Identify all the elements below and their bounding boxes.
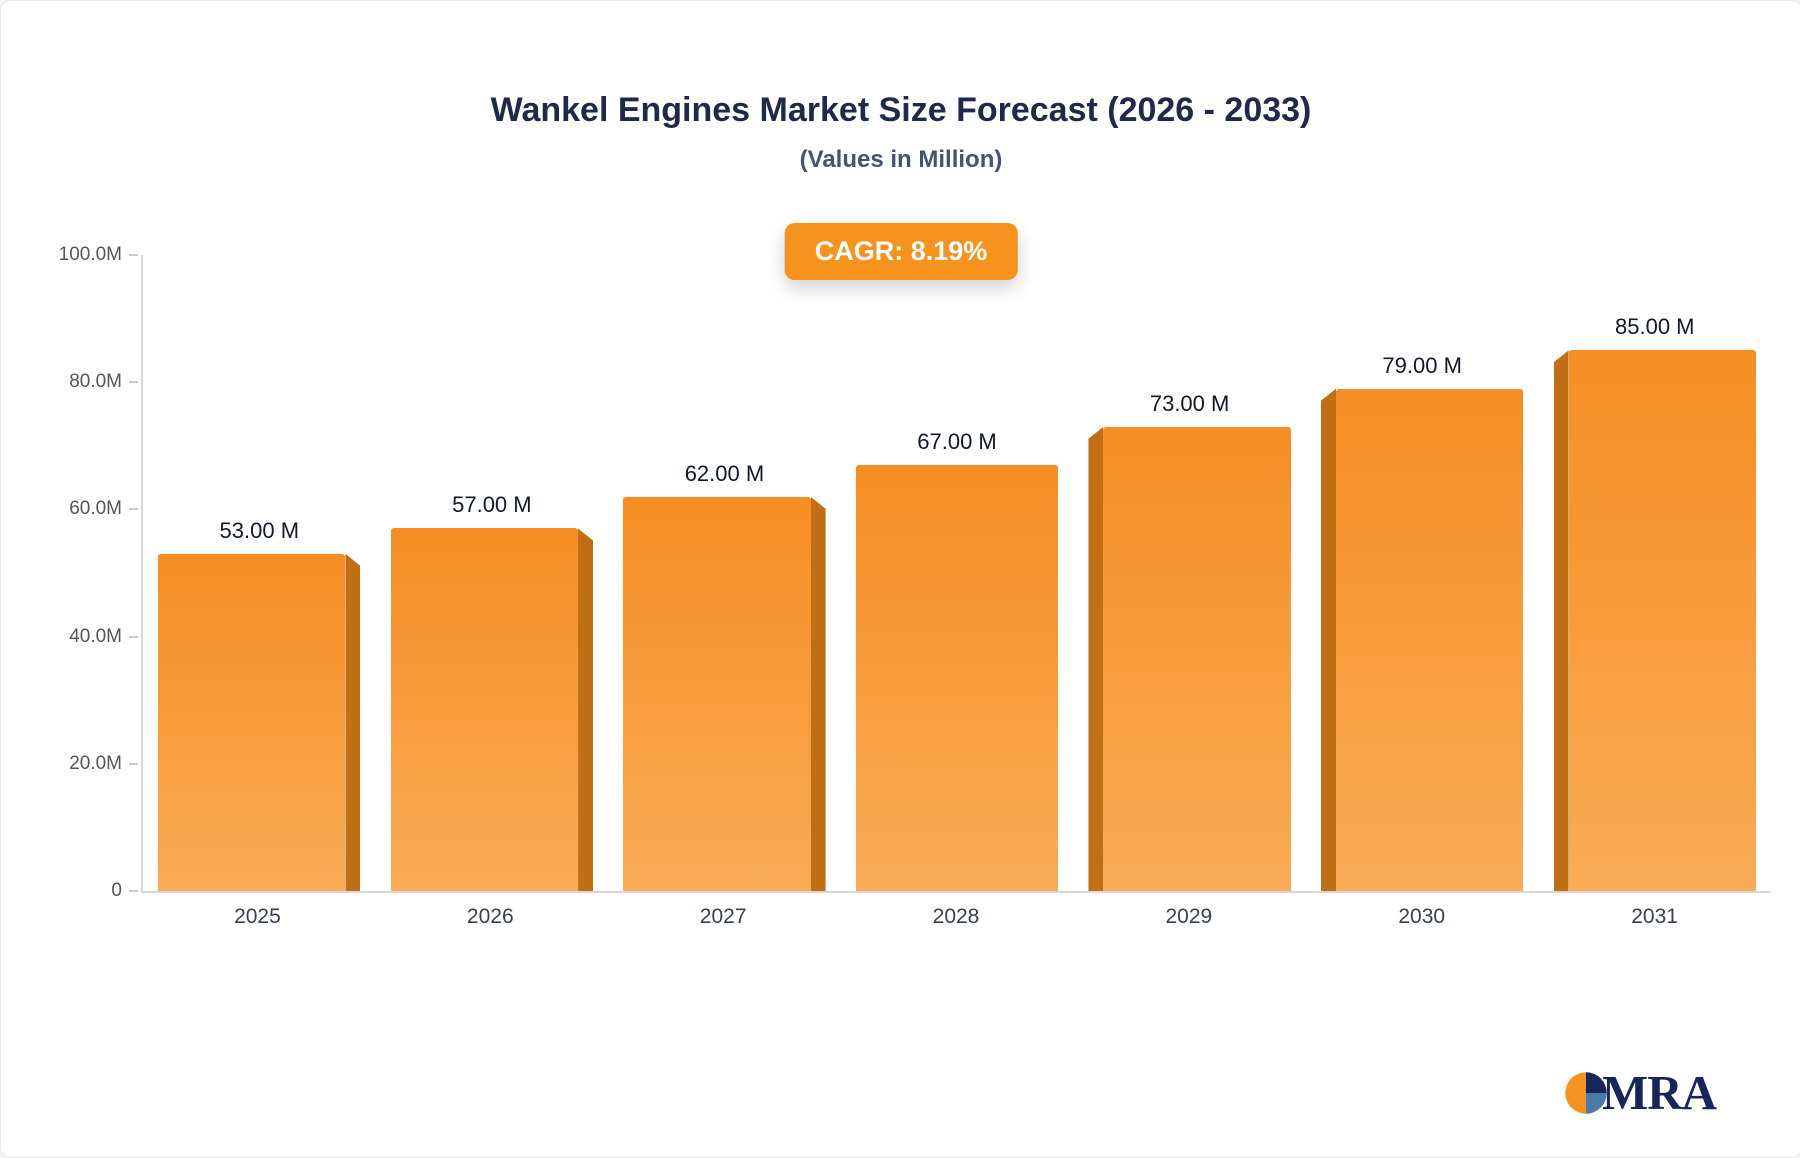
bar-face xyxy=(855,464,1059,891)
y-tick: 100.0M xyxy=(59,244,143,266)
bar-slot: 57.00 M xyxy=(376,255,609,891)
bar-side-shade xyxy=(1553,350,1569,891)
x-axis: 2025 2026 2027 2028 2029 2030 2031 xyxy=(141,905,1771,929)
bar-face xyxy=(1336,388,1524,891)
bar-2030: 79.00 M xyxy=(1321,353,1524,891)
bar-side-shade xyxy=(345,553,361,891)
bar-face xyxy=(1103,426,1291,891)
x-tick-label: 2028 xyxy=(932,905,980,928)
bar-2026: 57.00 M xyxy=(390,492,594,891)
y-tick-mark xyxy=(129,635,138,638)
bar-slot: 53.00 M xyxy=(143,255,376,891)
bar-value-label: 62.00 M xyxy=(684,460,765,486)
chart-title: Wankel Engines Market Size Forecast (202… xyxy=(490,91,1312,129)
chart-subtitle: (Values in Million) xyxy=(799,146,1003,173)
bar-value-label: 53.00 M xyxy=(219,517,300,543)
bar-2028: 67.00 M xyxy=(855,429,1059,891)
bar-slot: 73.00 M xyxy=(1073,255,1306,891)
y-tick: 80.0M xyxy=(69,371,143,393)
y-tick-label: 40.0M xyxy=(69,625,122,647)
bar-slot: 85.00 M xyxy=(1538,255,1771,891)
bar-face xyxy=(390,528,579,891)
bar-2031: 85.00 M xyxy=(1553,314,1756,891)
y-tick-label: 60.0M xyxy=(69,498,122,520)
x-tick-label: 2026 xyxy=(466,905,514,928)
bar-side-shade xyxy=(1321,388,1337,891)
y-tick-mark xyxy=(129,890,138,892)
bar-face xyxy=(158,553,346,891)
y-tick-mark xyxy=(129,381,138,384)
bar-2025: 53.00 M xyxy=(158,518,361,891)
y-tick-label: 20.0M xyxy=(69,752,122,774)
y-tick-mark xyxy=(129,762,138,765)
brand-pie-icon xyxy=(1565,1071,1607,1114)
bar-slot: 67.00 M xyxy=(841,255,1074,891)
cagr-badge: CAGR: 8.19% xyxy=(784,223,1018,280)
bar-2027: 62.00 M xyxy=(623,461,826,891)
x-tick-label: 2031 xyxy=(1631,905,1678,928)
y-tick: 60.0M xyxy=(69,498,143,520)
bar-face xyxy=(623,496,811,891)
y-tick: 0 xyxy=(111,880,143,902)
bar-value-label: 73.00 M xyxy=(1149,390,1230,416)
bar-value-label: 85.00 M xyxy=(1615,314,1695,340)
y-tick: 20.0M xyxy=(69,753,143,775)
bar-slot: 62.00 M xyxy=(608,255,841,891)
bar-face xyxy=(1568,350,1756,891)
x-tick-label: 2025 xyxy=(234,905,281,928)
x-tick-label: 2029 xyxy=(1165,905,1213,928)
bar-slot: 79.00 M xyxy=(1306,255,1539,891)
chart-header: Wankel Engines Market Size Forecast (202… xyxy=(1,91,1800,174)
x-tick-label: 2030 xyxy=(1398,905,1446,928)
y-tick-mark xyxy=(129,508,138,511)
y-tick-label: 0 xyxy=(111,880,122,901)
y-tick-mark xyxy=(129,254,138,256)
y-tick: 40.0M xyxy=(69,626,143,648)
bar-value-label: 67.00 M xyxy=(917,428,997,454)
bar-value-label: 79.00 M xyxy=(1382,352,1462,378)
brand-text: MRA xyxy=(1601,1065,1717,1120)
y-tick-label: 100.0M xyxy=(58,244,122,265)
bar-value-label: 57.00 M xyxy=(452,492,532,518)
bar-side-shade xyxy=(578,528,594,891)
bar-side-shade xyxy=(810,496,826,891)
bar-side-shade xyxy=(1088,426,1104,891)
plot-area: 0 20.0M 40.0M 60.0M 80.0M 100.0M 53.00 M 57.00… xyxy=(59,244,1771,901)
brand-logo: MRA xyxy=(1563,1065,1717,1120)
bar-2029: 73.00 M xyxy=(1088,391,1291,891)
x-tick-label: 2027 xyxy=(699,905,747,928)
bars: 53.00 M 57.00 M 62.00 M 67.00 M 73.00 M 79.00… xyxy=(143,255,1771,891)
y-tick-label: 80.0M xyxy=(69,371,122,393)
